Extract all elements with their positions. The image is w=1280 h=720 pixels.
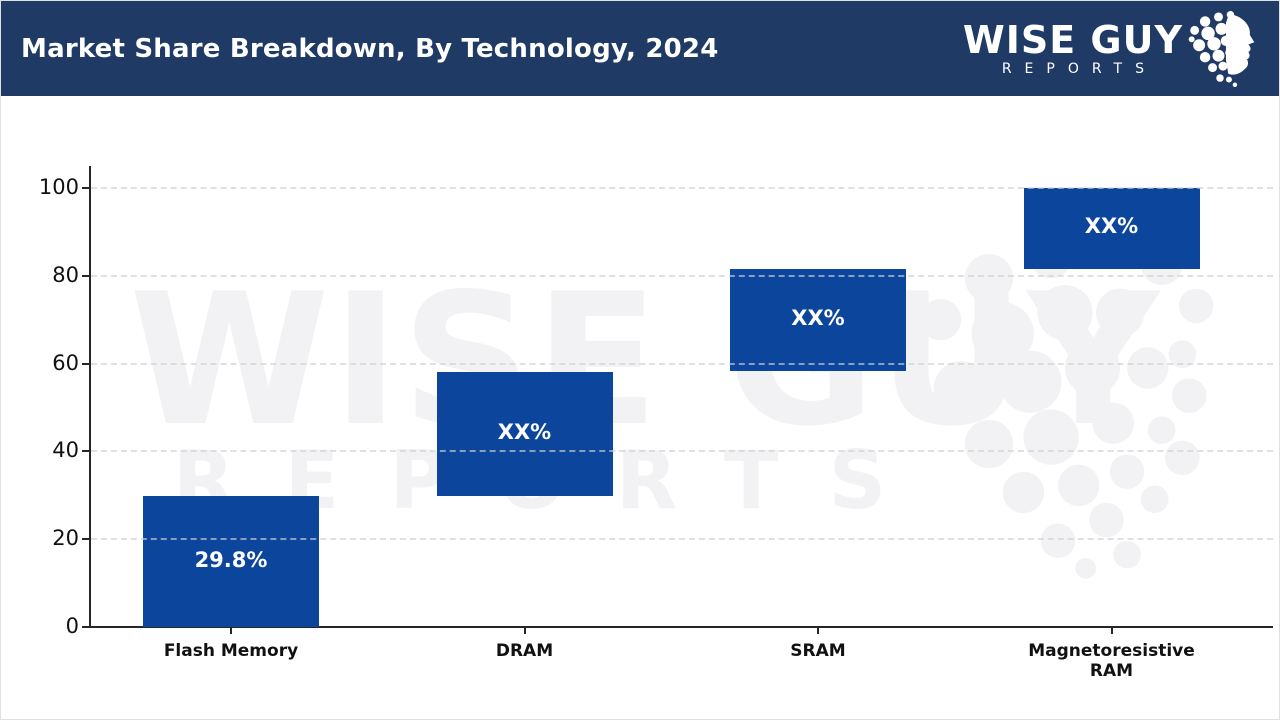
y-tick-label-100: 100 <box>38 175 79 199</box>
y-tick-0 <box>82 626 89 628</box>
page-title: Market Share Breakdown, By Technology, 2… <box>21 33 719 64</box>
bar-2 <box>730 268 906 372</box>
bar-3 <box>1023 188 1200 269</box>
bar-value-label-0: 29.8% <box>194 547 268 572</box>
bar-1 <box>436 371 613 497</box>
y-tick-60 <box>82 362 89 365</box>
brand-logo: WISE GUY REPORTS <box>963 8 1261 90</box>
bar-value-label-1: XX% <box>497 419 552 444</box>
gridline-60 <box>91 362 1273 365</box>
y-tick-label-20: 20 <box>52 526 79 551</box>
y-tick-40 <box>82 450 89 453</box>
x-axis-line <box>89 626 1273 628</box>
bar-value-label-3: XX% <box>1084 214 1139 239</box>
gridline-100 <box>91 187 1273 189</box>
bar-0 <box>143 496 319 627</box>
brand-subname: REPORTS <box>1001 61 1157 77</box>
y-axis-line <box>89 166 91 628</box>
bar-value-label-2: XX% <box>791 306 845 331</box>
brand-name: WISE GUY <box>962 18 1183 62</box>
x-category-label-1: DRAM <box>495 641 554 661</box>
brand-text: WISE GUY REPORTS <box>963 21 1183 76</box>
gridline-40 <box>91 450 1273 453</box>
x-tick-1 <box>523 628 526 634</box>
y-tick-label-0: 0 <box>65 614 79 638</box>
y-tick-20 <box>82 538 89 541</box>
y-tick-100 <box>82 187 89 189</box>
y-tick-label-80: 80 <box>52 262 79 287</box>
y-tick-label-60: 60 <box>52 350 79 375</box>
dotted-head-icon <box>1188 10 1255 87</box>
x-tick-0 <box>230 628 232 634</box>
header-bar: Market Share Breakdown, By Technology, 2… <box>1 1 1279 96</box>
x-category-label-3: Magnetoresistive RAM <box>1028 641 1195 682</box>
gridline-80 <box>91 274 1273 277</box>
gridline-20 <box>91 538 1273 541</box>
x-category-label-0: Flash Memory <box>163 641 299 661</box>
x-tick-3 <box>1110 628 1113 634</box>
x-category-label-2: SRAM <box>790 641 846 661</box>
x-tick-2 <box>817 628 819 634</box>
y-tick-label-40: 40 <box>52 438 79 463</box>
y-tick-80 <box>82 274 89 277</box>
